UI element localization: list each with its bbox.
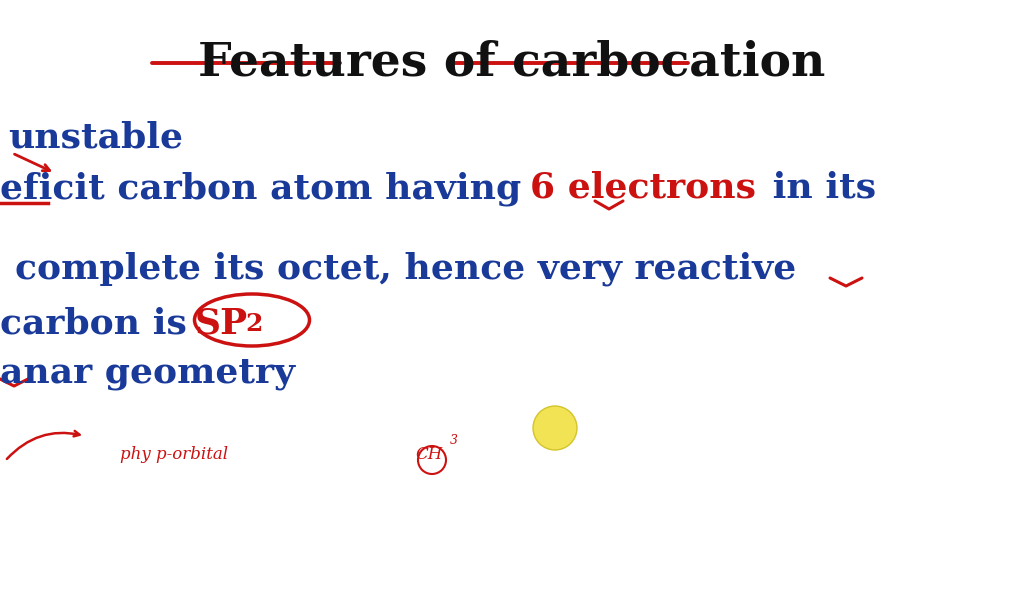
Text: CH: CH [415,446,442,463]
Text: in its: in its [760,171,877,205]
Text: SP: SP [195,306,248,340]
Text: eficit carbon atom having: eficit carbon atom having [0,171,534,205]
Text: 6 electrons: 6 electrons [530,171,756,205]
Text: 3: 3 [450,434,458,447]
Text: Features of carbocation: Features of carbocation [199,39,825,85]
Text: anar geometry: anar geometry [0,356,295,390]
Text: complete its octet, hence very reactive: complete its octet, hence very reactive [15,251,797,285]
Circle shape [534,406,577,450]
Text: unstable: unstable [8,121,183,155]
Text: carbon is: carbon is [0,306,200,340]
Text: phy p-orbital: phy p-orbital [120,446,228,463]
Text: 2: 2 [245,312,262,336]
